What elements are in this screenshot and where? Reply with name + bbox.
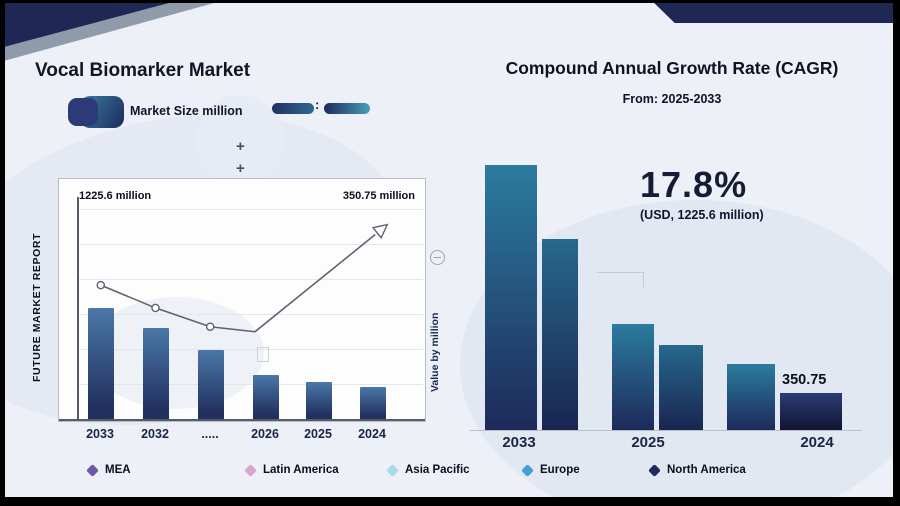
legend-item-label: Latin America <box>263 464 339 476</box>
legend-item-label: Asia Pacific <box>405 464 470 476</box>
square-decoration <box>257 347 269 362</box>
chart-gridlines <box>78 209 423 418</box>
market-size-bar <box>306 382 332 419</box>
legend-item-mea: MEA <box>86 463 131 477</box>
legend-item-label: Europe <box>540 464 580 476</box>
market-size-xlabel: 2033 <box>86 427 114 441</box>
right-chart-subtitle: From: 2025-2033 <box>622 92 722 106</box>
right-chart-title: Compound Annual Growth Rate (CAGR) <box>505 58 839 78</box>
left-chart-title: Vocal Biomarker Market <box>35 60 251 81</box>
legend-diamond-icon <box>648 463 661 477</box>
market-size-bar <box>143 328 169 419</box>
market-size-bar <box>88 308 114 419</box>
legend-item-north-america: North America <box>648 463 746 477</box>
market-size-xlabel: 2024 <box>358 427 386 441</box>
plus-decoration: + <box>236 138 245 155</box>
cagr-year-label: 2024 <box>800 434 834 451</box>
x-axis-line <box>59 419 425 421</box>
cagr-bar-2033 <box>485 165 537 430</box>
value-label-350: 350.75 <box>782 372 827 388</box>
legend-icon-shape <box>68 98 98 126</box>
trend-arrow <box>96 223 389 333</box>
market-size-bar <box>253 375 279 419</box>
cagr-year-label: 2025 <box>631 434 665 451</box>
cagr-bar-2025 <box>612 324 654 430</box>
background-blob <box>195 95 285 185</box>
market-size-xlabel: 2025 <box>304 427 332 441</box>
legend-item-asia-pacific: Asia Pacific <box>386 463 470 477</box>
legend-diamond-icon <box>86 463 99 477</box>
plus-decoration: + <box>236 160 245 177</box>
market-size-legend-icon <box>68 96 124 128</box>
cagr-bar-2024 <box>727 364 775 430</box>
market-size-bars <box>59 179 425 421</box>
ratio-colon: : <box>315 97 320 112</box>
cagr-note: (USD, 1225.6 million) <box>640 208 764 222</box>
market-size-bar <box>360 387 386 419</box>
market-size-xlabels: 2033 2032..... 2026 2025 2024 <box>0 427 900 443</box>
cagr-bar-secondary-2033 <box>542 239 578 430</box>
cagr-baseline <box>470 430 862 431</box>
cagr-bar-secondary-2024 <box>780 393 842 430</box>
market-size-legend-label: Market Size million <box>130 104 243 118</box>
cagr-value: 17.8% <box>640 164 748 205</box>
market-size-xlabel: 2026 <box>251 427 279 441</box>
market-size-xlabel: 2032 <box>141 427 169 441</box>
ratio-pill-dark <box>272 103 314 114</box>
market-size-chart: 1225.6 million 350.75 million <box>58 178 426 422</box>
legend-diamond-icon <box>521 463 534 477</box>
ratio-pill-gradient <box>324 103 370 114</box>
legend-item-label: North America <box>667 464 746 476</box>
cagr-year-label: 2033 <box>502 434 536 451</box>
cagr-bar-secondary-2025 <box>659 345 703 430</box>
annotation-end-value: 350.75 million <box>342 190 415 202</box>
corner-decoration-topright <box>651 0 900 23</box>
legend-item-latin-america: Latin America <box>244 463 339 477</box>
legend-diamond-icon <box>386 463 399 477</box>
legend-diamond-icon <box>244 463 257 477</box>
circle-minus-decoration <box>430 250 445 265</box>
y-axis-line <box>77 197 79 419</box>
market-size-xlabel: ..... <box>201 427 219 441</box>
legend-item-label: MEA <box>105 464 131 476</box>
legend-item-europe: Europe <box>521 463 580 477</box>
minus-dash <box>434 256 441 259</box>
annotation-start-value: 1225.6 million <box>79 190 152 202</box>
market-size-bar <box>198 350 224 419</box>
bracket-decoration <box>597 272 644 287</box>
